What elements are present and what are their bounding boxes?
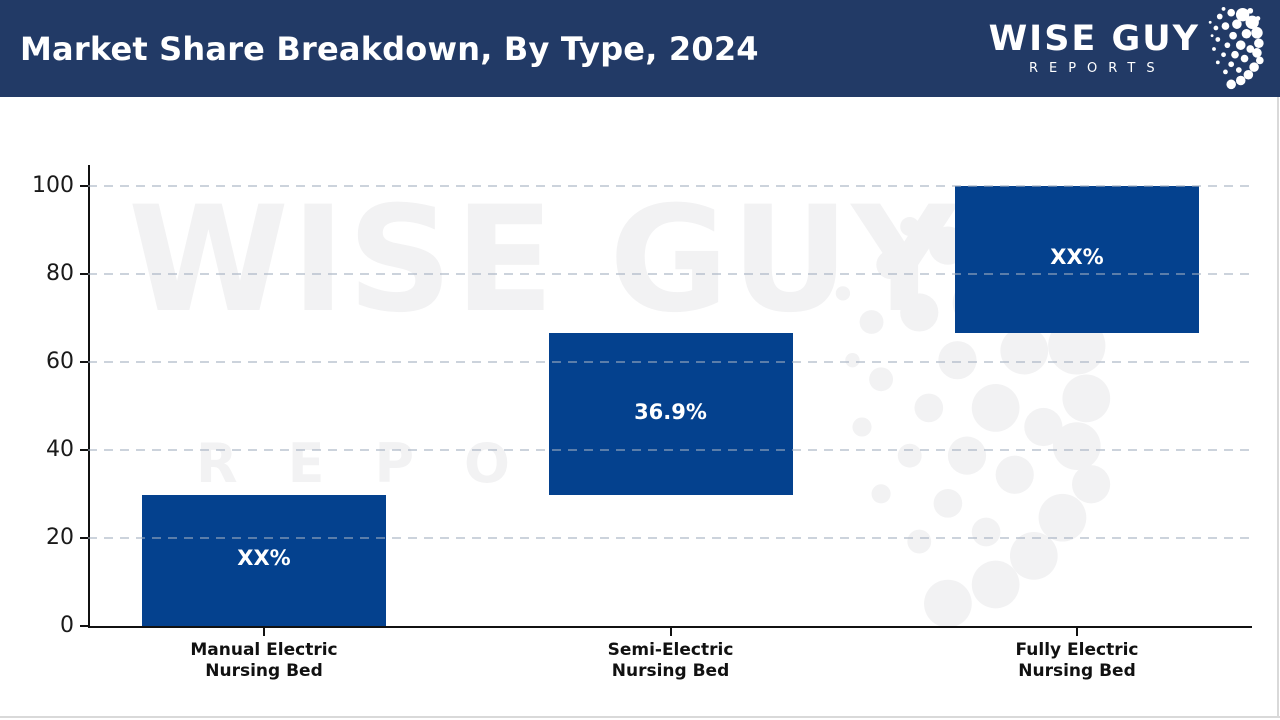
bar-fully-electric-nursing-bed: XX%: [955, 186, 1199, 333]
y-tick-label: 60: [46, 349, 74, 374]
header-bar: Market Share Breakdown, By Type, 2024 WI…: [0, 0, 1280, 97]
y-tick-mark: [80, 625, 88, 627]
y-tick-label: 80: [46, 261, 74, 286]
x-category-label: Manual Electric Nursing Bed: [190, 640, 338, 681]
x-tick-mark: [263, 628, 265, 636]
grid-line: [88, 185, 1252, 187]
grid-line: [88, 537, 1252, 539]
grid-line: [88, 273, 1252, 275]
logo-wordmark: WISE GUY: [988, 19, 1200, 59]
watermark-wordmark: WISE GUY: [128, 175, 960, 345]
y-tick-mark: [80, 537, 88, 539]
grid-line: [88, 449, 1252, 451]
y-tick-label: 40: [46, 437, 74, 462]
x-tick-mark: [669, 628, 672, 636]
logo-head-icon: [1208, 6, 1264, 89]
x-category-label: Fully Electric Nursing Bed: [1015, 640, 1139, 681]
bar-semi-electric-nursing-bed: 36.9%: [548, 332, 793, 495]
y-tick-mark: [80, 449, 88, 451]
bar-value-label: XX%: [237, 546, 291, 571]
grid-line: [88, 361, 1252, 363]
x-category-label: Semi-Electric Nursing Bed: [607, 640, 734, 681]
page-title: Market Share Breakdown, By Type, 2024: [20, 29, 759, 68]
bar-value-label: XX%: [1050, 245, 1104, 270]
bar-value-label: 36.9%: [634, 399, 707, 424]
page-bottom-border: [0, 716, 1280, 718]
y-tick-mark: [80, 361, 88, 363]
logo-subtitle: REPORTS: [1028, 61, 1166, 76]
x-tick-mark: [1076, 628, 1078, 636]
y-tick-mark: [80, 185, 88, 187]
y-tick-label: 100: [32, 173, 74, 198]
y-axis-spine: [88, 165, 90, 628]
y-tick-mark: [80, 273, 88, 275]
y-tick-label: 20: [46, 525, 74, 550]
bar-manual-electric-nursing-bed: XX%: [142, 494, 386, 626]
y-tick-label: 0: [60, 613, 74, 638]
wise-guy-reports-logo: WISE GUY REPORTS: [988, 6, 1280, 91]
page-right-border: [1277, 97, 1279, 716]
x-axis-spine: [88, 626, 1252, 628]
logo-text: WISE GUY REPORTS: [988, 19, 1200, 76]
